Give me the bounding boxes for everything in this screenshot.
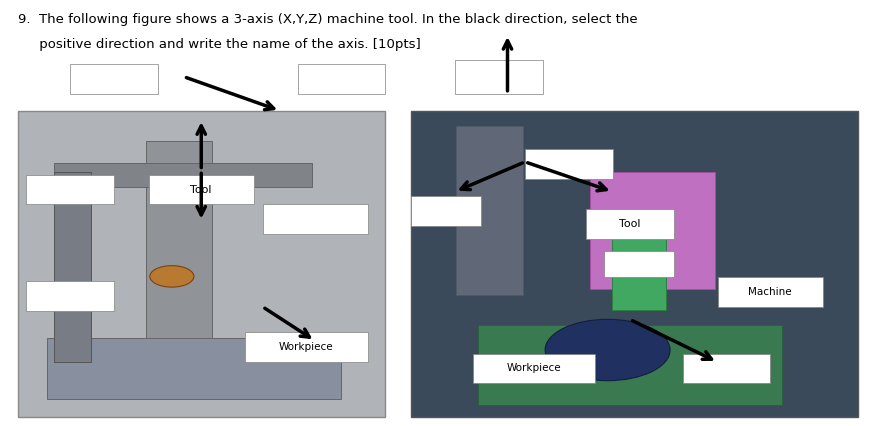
Text: Tool: Tool [620, 219, 640, 229]
Ellipse shape [545, 320, 670, 381]
Text: Tool: Tool [191, 184, 212, 195]
Bar [455, 60, 542, 94]
Bar [525, 149, 612, 179]
Bar [26, 281, 114, 311]
Bar [149, 175, 254, 204]
Bar [718, 277, 822, 307]
Bar [245, 332, 368, 362]
Bar [54, 163, 312, 187]
Bar [456, 117, 791, 264]
Bar [473, 354, 595, 383]
Bar [70, 64, 158, 94]
Bar [18, 111, 385, 417]
Bar [586, 209, 674, 239]
Circle shape [150, 266, 194, 287]
Text: Workpiece: Workpiece [507, 363, 561, 374]
Bar [146, 141, 213, 381]
Bar [298, 64, 385, 94]
Text: positive direction and write the name of the axis. [10pts]: positive direction and write the name of… [18, 38, 420, 52]
Bar [26, 175, 114, 204]
Text: 9.  The following figure shows a 3-axis (X,Y,Z) machine tool. In the black direc: 9. The following figure shows a 3-axis (… [18, 13, 637, 26]
Bar [411, 111, 858, 417]
Bar [590, 172, 715, 289]
Bar [478, 325, 781, 405]
Bar [456, 126, 523, 295]
Bar [411, 196, 481, 226]
Bar [604, 251, 674, 277]
Bar [54, 172, 91, 362]
Bar [262, 204, 368, 234]
Text: Workpiece: Workpiece [279, 342, 333, 352]
Text: Machine: Machine [748, 287, 792, 297]
Bar [682, 354, 770, 383]
Bar [47, 338, 341, 399]
Bar [612, 212, 666, 310]
